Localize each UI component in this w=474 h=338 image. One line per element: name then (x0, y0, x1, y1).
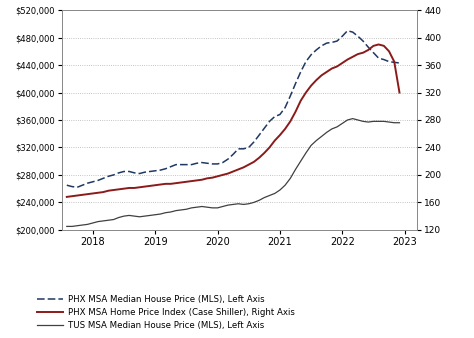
Legend: PHX MSA Median House Price (MLS), Left Axis, PHX MSA Home Price Index (Case Shil: PHX MSA Median House Price (MLS), Left A… (37, 295, 295, 330)
